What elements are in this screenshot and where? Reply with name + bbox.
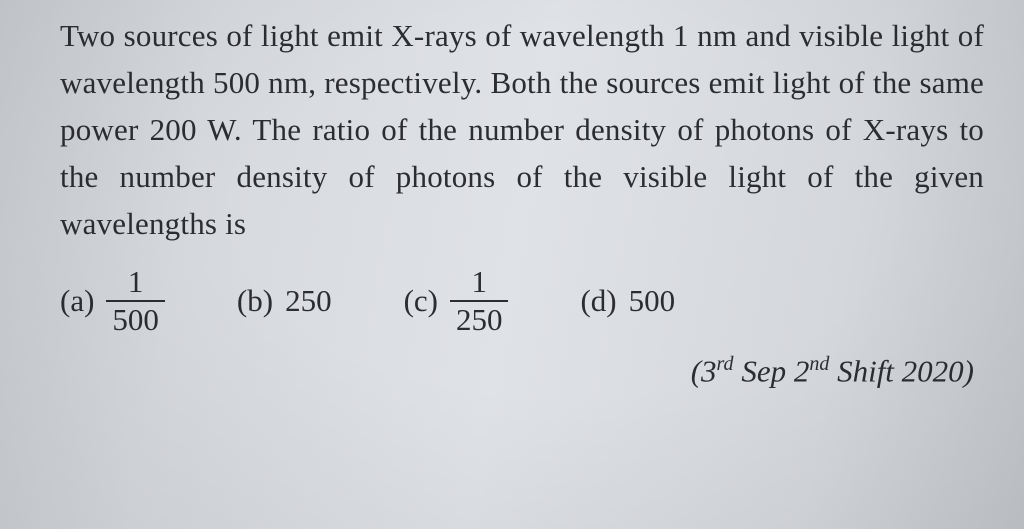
- option-c-numerator: 1: [465, 266, 493, 301]
- source-num1: 3: [701, 353, 717, 388]
- option-d-value: 500: [629, 283, 676, 319]
- option-b-value: 250: [285, 283, 332, 319]
- option-d-label: (d): [580, 283, 616, 319]
- option-c-fraction: 1 250: [450, 266, 509, 337]
- option-a-label: (a): [60, 283, 94, 319]
- option-b-label: (b): [237, 283, 273, 319]
- option-a-denominator: 500: [106, 300, 165, 337]
- source-tail: Shift 2020): [829, 353, 974, 388]
- source-ord2: nd: [809, 353, 829, 375]
- option-a-fraction: 1 500: [106, 266, 165, 337]
- source-open: (: [691, 353, 701, 388]
- source-num2: 2: [794, 353, 810, 388]
- source-citation: (3rd Sep 2nd Shift 2020): [60, 353, 984, 389]
- source-ord1: rd: [717, 353, 734, 375]
- option-c-denominator: 250: [450, 300, 509, 337]
- option-c: (c) 1 250: [404, 266, 509, 337]
- option-b: (b) 250: [237, 283, 332, 319]
- option-d: (d) 500: [580, 283, 675, 319]
- question-text: Two sources of light emit X-rays of wave…: [60, 12, 984, 248]
- option-a: (a) 1 500: [60, 266, 165, 337]
- option-c-label: (c): [404, 283, 438, 319]
- options-row: (a) 1 500 (b) 250 (c) 1 250 (d) 500: [60, 266, 984, 337]
- page-container: Two sources of light emit X-rays of wave…: [0, 0, 1024, 529]
- source-mid: Sep: [734, 353, 794, 388]
- option-a-numerator: 1: [122, 266, 150, 301]
